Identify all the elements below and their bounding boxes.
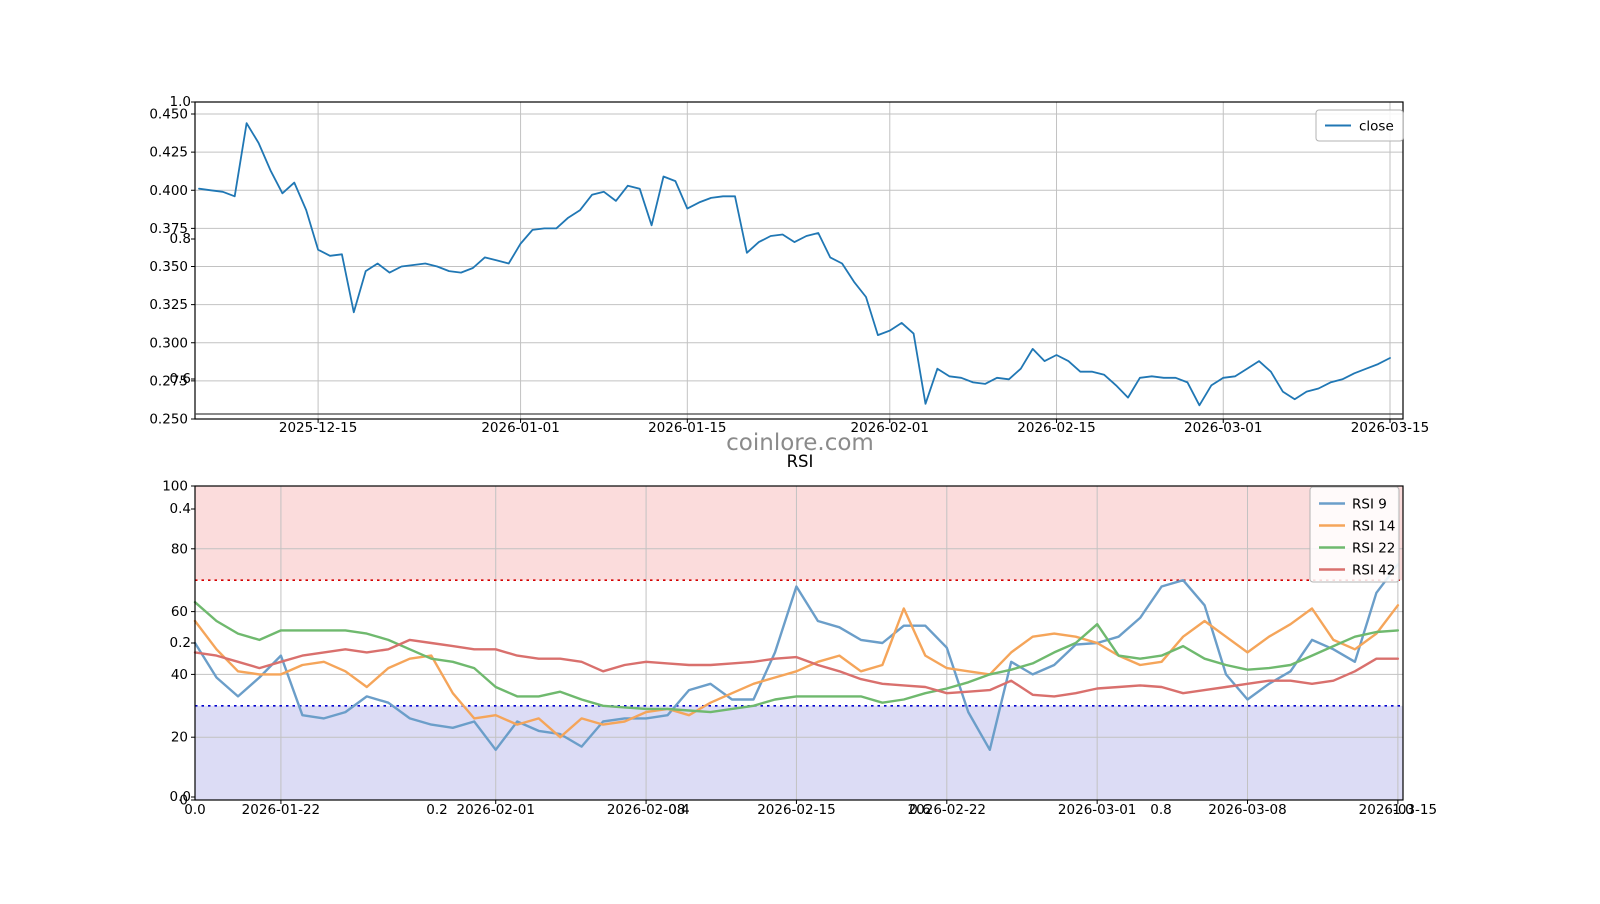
series-rsi-9	[193, 563, 1400, 751]
rsi-legend: RSI 9 RSI 14 RSI 22 RSI 42	[1309, 486, 1400, 583]
x-tick-label: 2026-02-22	[908, 802, 986, 818]
y-tick-label: 0.400	[149, 183, 188, 199]
x-tick-label: 2026-03-15	[1351, 420, 1429, 436]
y-tick-label: 0.300	[149, 335, 188, 351]
overlay-y-tick-label: 0.4	[170, 501, 191, 517]
watermark: coinlore.com	[726, 430, 874, 456]
overlay-x-tick-label: 0.6	[909, 802, 930, 818]
y-tick-label: 100	[162, 479, 188, 495]
rsi-chart: 100 80 60 40 20 0 2026-01-22 2026-02-01 2026-02-…	[162, 479, 1437, 819]
y-tick-label: 0.275	[149, 373, 188, 389]
oversold-band	[195, 705, 1403, 800]
y-tick-label: 60	[171, 604, 188, 620]
y-tick-label: 0.325	[149, 297, 188, 313]
x-tick-label: 2025-12-15	[279, 420, 357, 436]
rsi14-legend-label: RSI 14	[1352, 519, 1395, 535]
y-tick-label: 0.425	[149, 145, 188, 161]
x-tick-label: 2026-02-01	[456, 802, 534, 818]
x-tick-label: 2026-02-08	[607, 802, 685, 818]
y-tick-label: 0.350	[149, 259, 188, 275]
x-tick-label: 2026-02-01	[851, 420, 929, 436]
x-tick-label: 2026-03-08	[1208, 802, 1286, 818]
overbought-band	[195, 486, 1403, 581]
overlay-x-tick-label: 0.0	[184, 802, 205, 818]
y-tick-label: 0.250	[149, 412, 188, 428]
overlay-axis: 1.0 0.8 0.6 0.4 0.2 0.00.0 0.2 0.4 0.6 0.8 1.0	[170, 94, 1414, 818]
x-tick-label: 2026-02-15	[1017, 420, 1095, 436]
rsi-title: RSI	[787, 452, 814, 471]
overlay-y-tick-label: 0.6	[170, 371, 191, 387]
series-close	[198, 122, 1391, 407]
x-tick-label: 2026-01-01	[481, 420, 559, 436]
price-chart: 0.450 0.425 0.400 0.375 0.350 0.325 0.300 0.275…	[149, 101, 1429, 436]
x-tick-label: 2026-03-01	[1184, 420, 1262, 436]
y-tick-label: 0.375	[149, 221, 188, 237]
rsi22-legend-label: RSI 22	[1352, 541, 1395, 557]
x-tick-label: 2026-01-15	[648, 420, 726, 436]
x-tick-label: 2026-03-01	[1058, 802, 1136, 818]
series-rsi-42	[193, 638, 1400, 698]
y-tick-label: 0.450	[149, 107, 188, 123]
rsi9-legend-label: RSI 9	[1352, 497, 1387, 513]
close-legend-label: close	[1359, 119, 1394, 135]
axes-spines	[194, 101, 1404, 420]
overlay-y-tick-label: 0.0	[170, 789, 191, 805]
x-tick-label: 2026-03-15	[1359, 802, 1437, 818]
overlay-x-tick-label: 1.0	[1392, 802, 1413, 818]
overlay-y-tick-label: 1.0	[170, 94, 191, 110]
overlay-x-tick-label: 0.8	[1150, 802, 1171, 818]
rsi42-legend-label: RSI 42	[1352, 563, 1395, 579]
overlay-y-tick-label: 0.2	[170, 635, 191, 651]
x-tick-label: 2026-01-22	[242, 802, 320, 818]
price-legend-box	[1315, 109, 1404, 142]
series-rsi-22	[193, 601, 1400, 714]
overlay-y-tick-label: 0.8	[170, 231, 191, 247]
y-tick-label: 80	[171, 541, 188, 557]
rsi-legend-box	[1309, 486, 1400, 583]
x-tick-label: 2026-02-15	[757, 802, 835, 818]
series-rsi-14	[193, 604, 1400, 739]
y-tick-label: 20	[171, 730, 188, 746]
overlay-x-tick-label: 0.2	[426, 802, 447, 818]
price-legend: close	[1315, 109, 1404, 142]
overlay-x-tick-label: 0.4	[668, 802, 689, 818]
y-tick-label: 40	[171, 667, 188, 683]
y-tick-label: 0	[179, 793, 188, 809]
